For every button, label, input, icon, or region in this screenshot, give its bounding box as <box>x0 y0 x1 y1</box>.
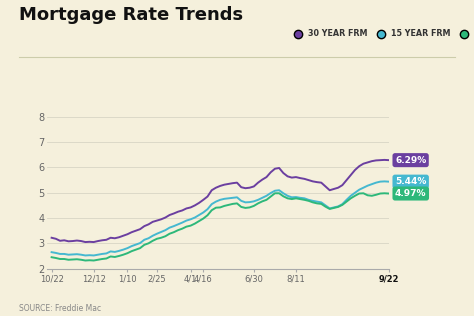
Text: 6.29%: 6.29% <box>395 156 426 165</box>
Text: 5.44%: 5.44% <box>395 177 427 186</box>
Legend: 30 YEAR FRM, 15 YEAR FRM, 5/1 ARM: 30 YEAR FRM, 15 YEAR FRM, 5/1 ARM <box>287 26 474 42</box>
Text: Mortgage Rate Trends: Mortgage Rate Trends <box>19 6 243 24</box>
Text: 4.97%: 4.97% <box>395 189 427 198</box>
Text: SOURCE: Freddie Mac: SOURCE: Freddie Mac <box>19 304 101 313</box>
